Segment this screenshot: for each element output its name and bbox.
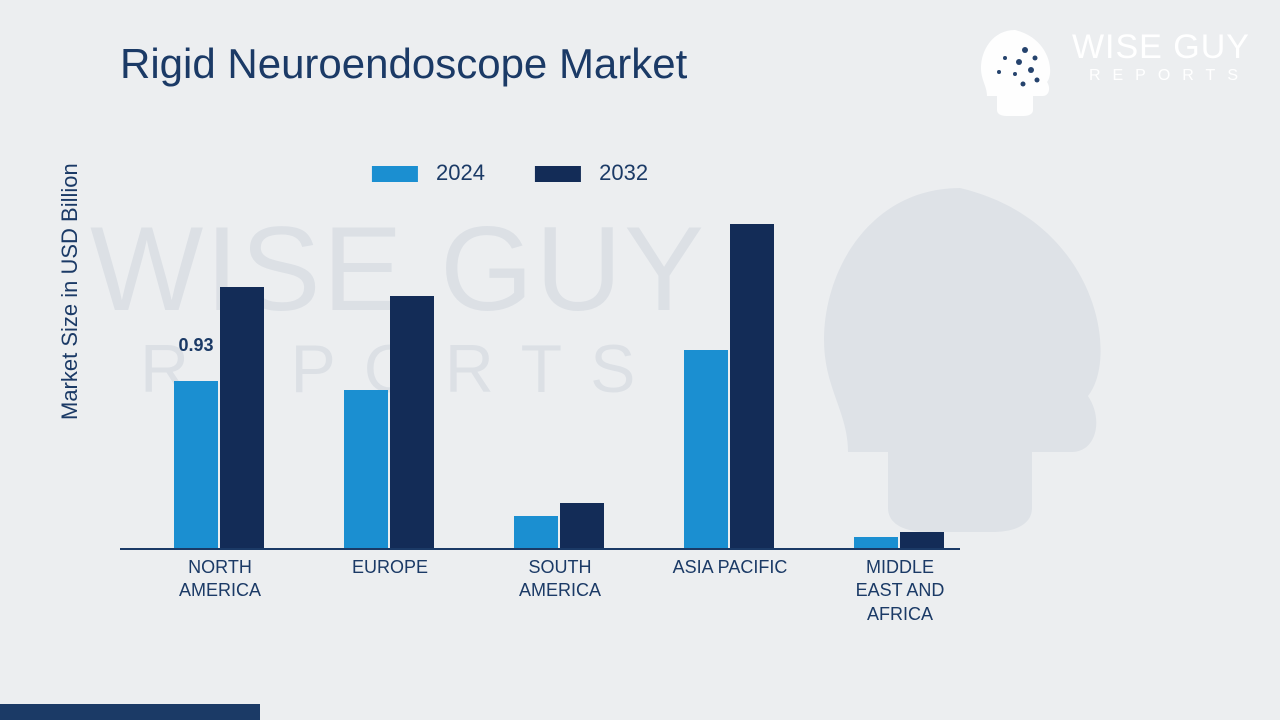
bar-2024 [344, 390, 388, 548]
x-tick-label: SOUTH AMERICA [500, 556, 620, 603]
chart-area: Market Size in USD Billion 2024 2032 0.9… [60, 160, 960, 680]
page-root: WISE GUY REPORTS WISE GUY REPORTS Rigid … [0, 0, 1280, 720]
legend-label-2032: 2032 [599, 160, 648, 185]
x-axis-labels: NORTH AMERICA EUROPE SOUTH AMERICA ASIA PAC… [120, 550, 960, 680]
brand-line2: REPORTS [1072, 68, 1250, 84]
footer-accent-bar [0, 704, 260, 720]
x-tick-label: MIDDLE EAST AND AFRICA [840, 556, 960, 626]
x-tick-label: NORTH AMERICA [160, 556, 280, 603]
bar-data-label: 0.93 [178, 335, 213, 356]
bar-2024 [174, 381, 218, 548]
bar-2032 [900, 532, 944, 548]
bar-2032 [730, 224, 774, 548]
legend-swatch-2024 [372, 166, 418, 182]
brand-line1: WISE GUY [1072, 30, 1250, 64]
x-tick-label: ASIA PACIFIC [670, 556, 790, 579]
chart-plot: 0.93 [120, 190, 960, 550]
bar-2032 [220, 287, 264, 548]
y-axis-label: Market Size in USD Billion [57, 163, 83, 420]
legend-item-2024: 2024 [372, 160, 485, 186]
bar-2024 [854, 537, 898, 548]
legend-swatch-2032 [535, 166, 581, 182]
x-tick-label: EUROPE [330, 556, 450, 579]
bar-2032 [560, 503, 604, 548]
bar-2024 [684, 350, 728, 548]
bar-2032 [390, 296, 434, 548]
bar-2024 [514, 516, 558, 548]
legend-label-2024: 2024 [436, 160, 485, 185]
brand-logo: WISE GUY REPORTS [1072, 30, 1250, 84]
chart-legend: 2024 2032 [372, 160, 648, 186]
legend-item-2032: 2032 [535, 160, 648, 186]
page-title: Rigid Neuroendoscope Market [120, 40, 687, 88]
brand-head-icon [975, 28, 1055, 118]
